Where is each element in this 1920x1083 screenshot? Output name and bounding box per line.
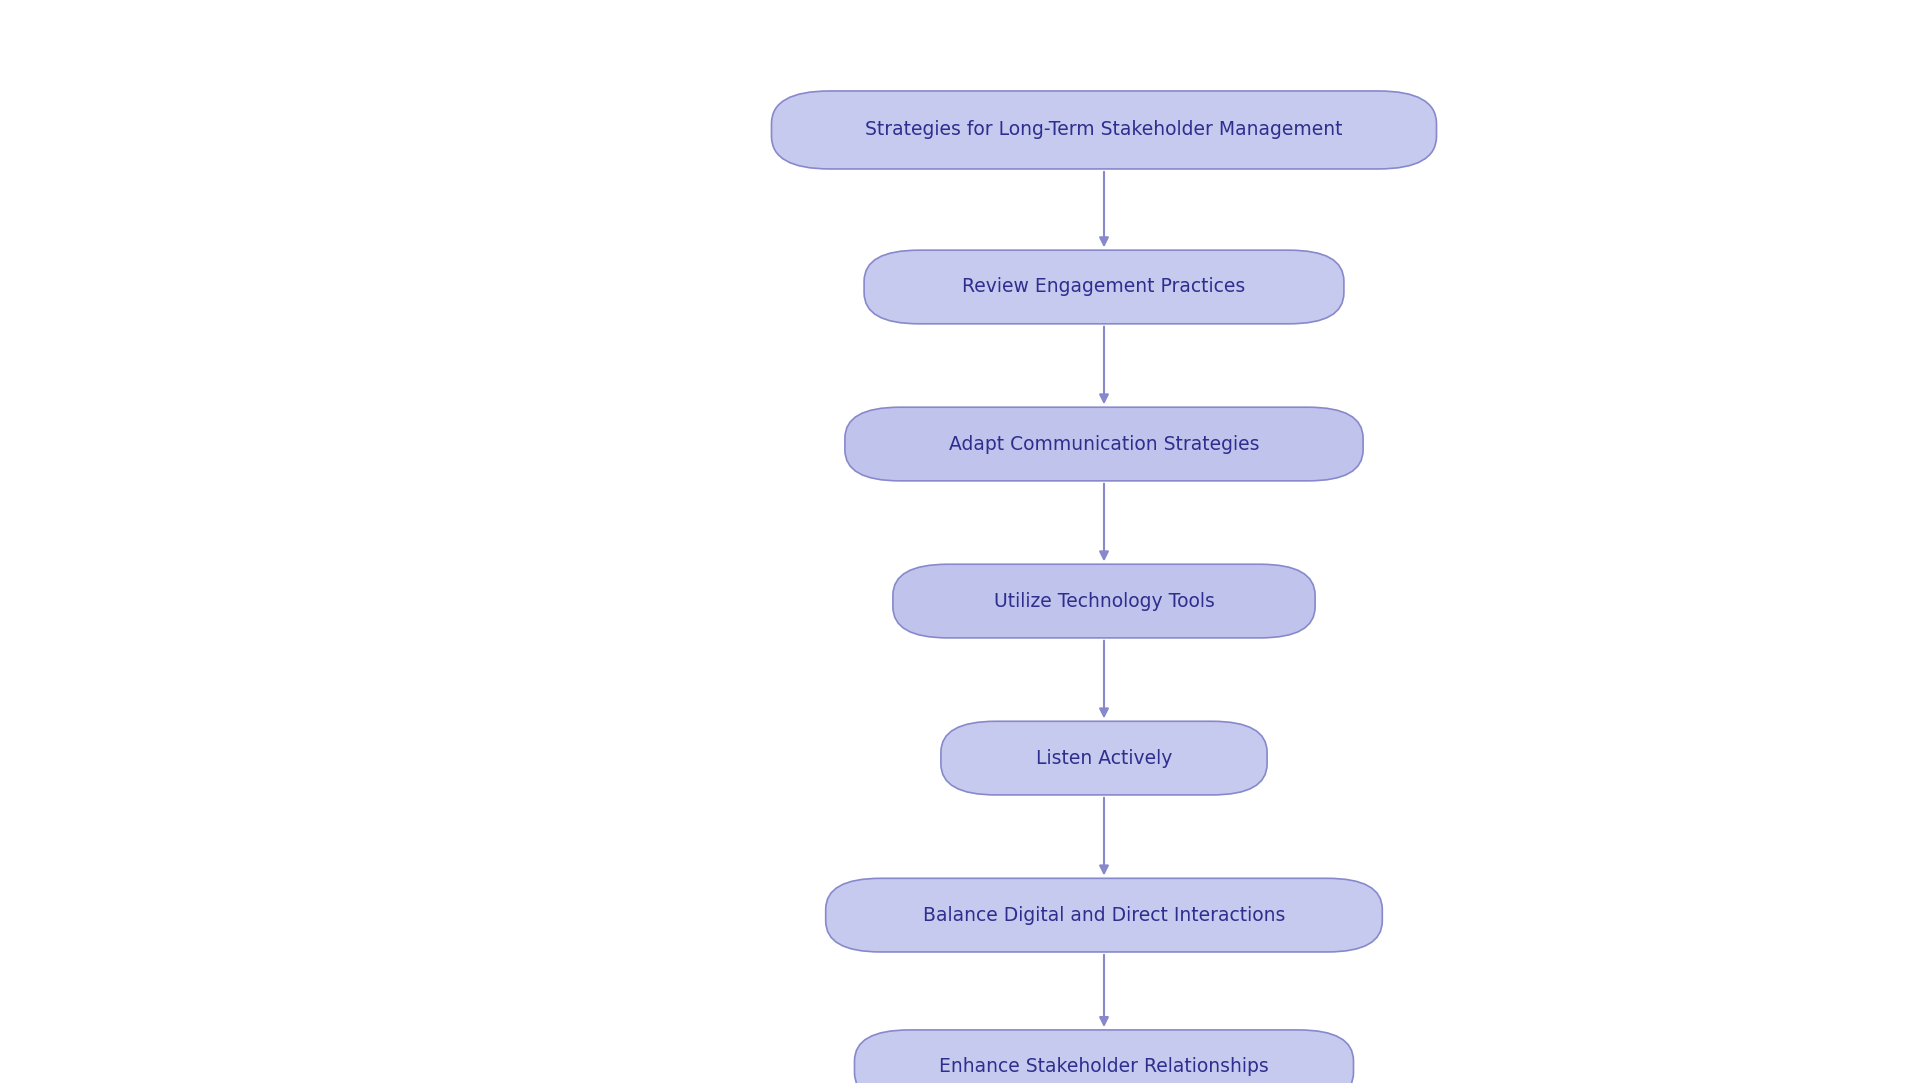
FancyBboxPatch shape xyxy=(854,1030,1354,1083)
FancyBboxPatch shape xyxy=(845,407,1363,481)
Text: Strategies for Long-Term Stakeholder Management: Strategies for Long-Term Stakeholder Man… xyxy=(866,120,1342,140)
FancyBboxPatch shape xyxy=(772,91,1436,169)
Text: Enhance Stakeholder Relationships: Enhance Stakeholder Relationships xyxy=(939,1057,1269,1077)
Text: Review Engagement Practices: Review Engagement Practices xyxy=(962,277,1246,297)
Text: Adapt Communication Strategies: Adapt Communication Strategies xyxy=(948,434,1260,454)
FancyBboxPatch shape xyxy=(893,564,1315,638)
FancyBboxPatch shape xyxy=(826,878,1382,952)
FancyBboxPatch shape xyxy=(864,250,1344,324)
Text: Utilize Technology Tools: Utilize Technology Tools xyxy=(993,591,1215,611)
Text: Listen Actively: Listen Actively xyxy=(1035,748,1173,768)
FancyBboxPatch shape xyxy=(941,721,1267,795)
Text: Balance Digital and Direct Interactions: Balance Digital and Direct Interactions xyxy=(924,905,1284,925)
